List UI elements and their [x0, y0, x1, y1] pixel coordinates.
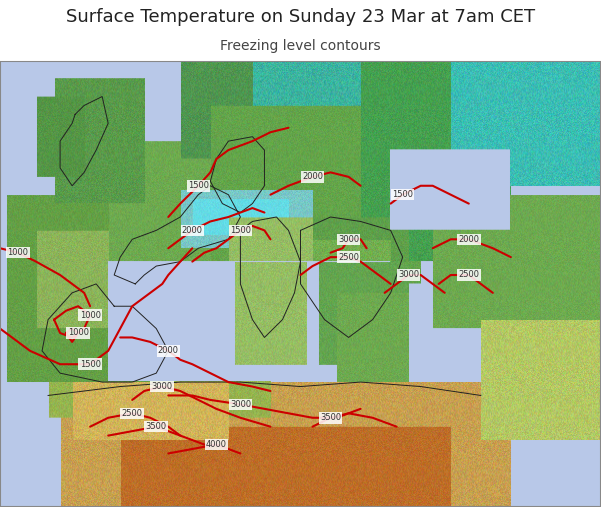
Text: Freezing level contours: Freezing level contours: [220, 39, 381, 53]
Text: 3000: 3000: [151, 382, 173, 391]
Text: Surface Temperature on Sunday 23 Mar at 7am CET: Surface Temperature on Sunday 23 Mar at …: [66, 8, 535, 26]
Text: 4000: 4000: [206, 440, 227, 449]
Text: 2500: 2500: [459, 271, 479, 279]
Text: 1000: 1000: [68, 329, 88, 338]
Text: 2500: 2500: [338, 252, 359, 262]
Text: 3500: 3500: [320, 413, 341, 422]
Text: 3000: 3000: [398, 271, 419, 279]
Text: 3000: 3000: [338, 235, 359, 244]
Text: 2000: 2000: [158, 346, 178, 355]
Text: 1000: 1000: [8, 248, 28, 257]
Text: 2000: 2000: [182, 226, 203, 235]
Text: 2500: 2500: [122, 409, 142, 418]
Text: 3000: 3000: [230, 400, 251, 409]
Text: 1500: 1500: [80, 360, 100, 369]
Text: 1500: 1500: [188, 182, 209, 190]
Text: 2000: 2000: [459, 235, 479, 244]
Text: 3500: 3500: [145, 422, 167, 431]
Text: 1500: 1500: [230, 226, 251, 235]
Text: 1500: 1500: [392, 190, 413, 199]
Text: 2000: 2000: [302, 172, 323, 182]
Text: 1000: 1000: [80, 311, 100, 319]
